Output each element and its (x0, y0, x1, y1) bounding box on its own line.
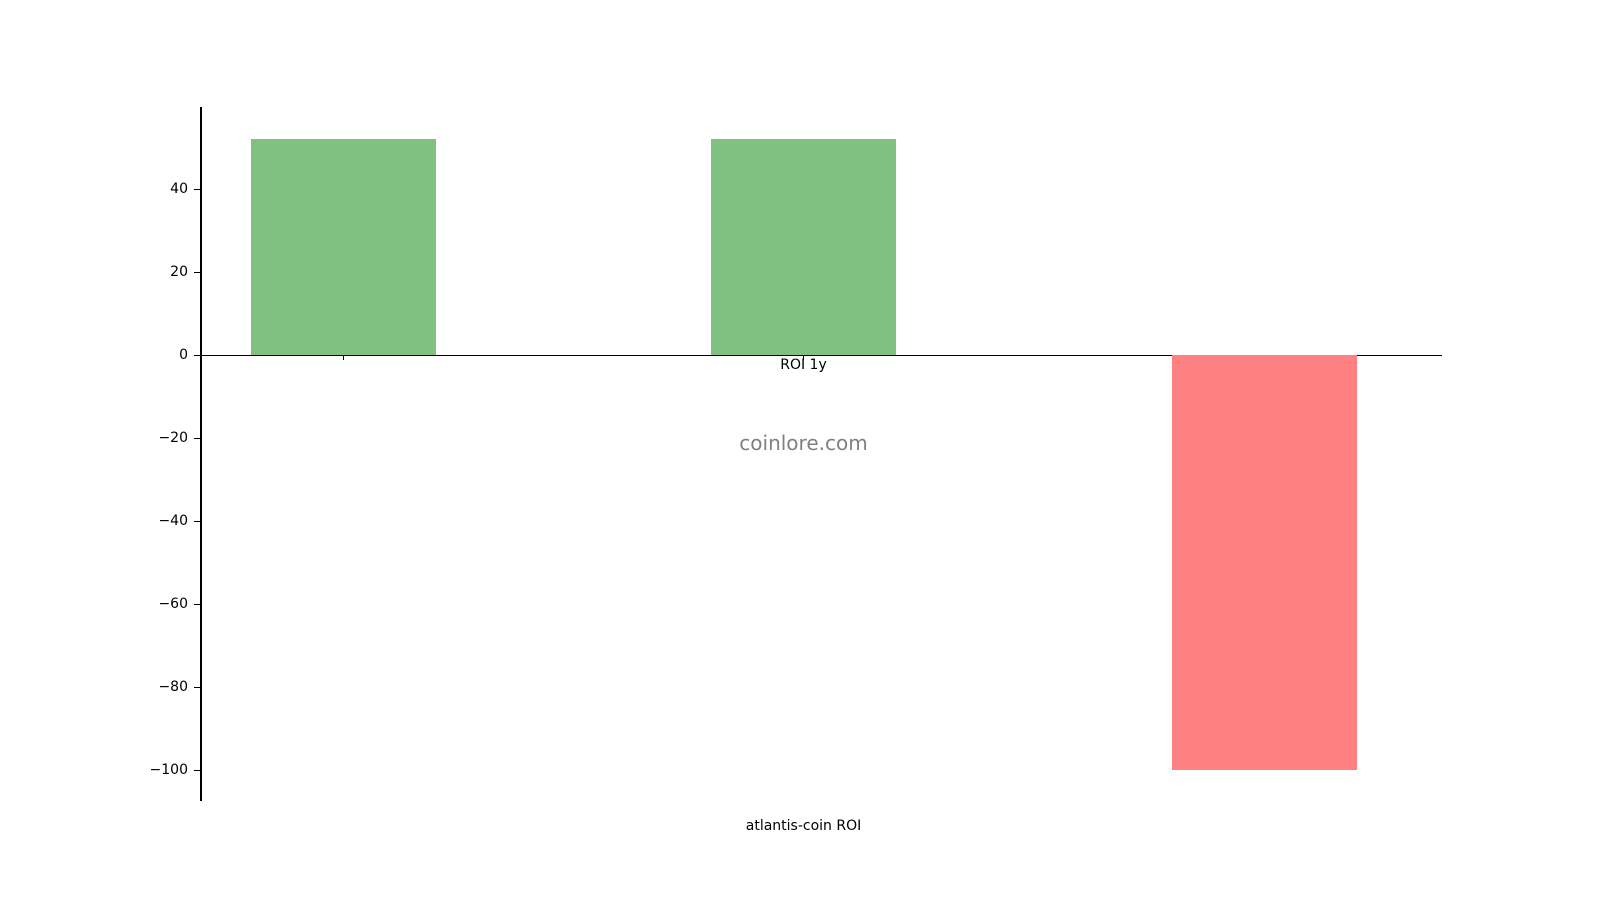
y-tick-label: 0 (179, 347, 188, 363)
chart-x-label: atlantis-coin ROI (745, 818, 862, 834)
bar-series-0 (251, 139, 436, 355)
y-tick-label: −20 (158, 430, 188, 446)
y-tick-mark (194, 188, 200, 190)
x-axis-zero-line (200, 354, 1442, 356)
y-tick-label: 20 (170, 264, 188, 280)
y-tick-mark (194, 437, 200, 439)
y-axis-spine (200, 106, 202, 802)
y-tick-label: 40 (170, 181, 188, 197)
y-tick-mark (194, 686, 200, 688)
y-tick-mark (194, 769, 200, 771)
y-tick-label: −60 (158, 596, 188, 612)
y-tick-mark (194, 520, 200, 522)
y-tick-mark (194, 271, 200, 273)
watermark-text: coinlore.com (739, 431, 868, 455)
y-tick-label: −80 (158, 679, 188, 695)
x-tick-mark (343, 355, 344, 360)
y-tick-mark (194, 354, 200, 356)
x-tick-mark (803, 355, 804, 360)
bar-roi-1y (711, 139, 896, 355)
y-tick-label: −40 (158, 513, 188, 529)
y-tick-mark (194, 603, 200, 605)
y-tick-label: −100 (149, 762, 188, 778)
bar-series-2 (1172, 355, 1357, 770)
x-tick-label: ROI 1y (780, 357, 827, 373)
